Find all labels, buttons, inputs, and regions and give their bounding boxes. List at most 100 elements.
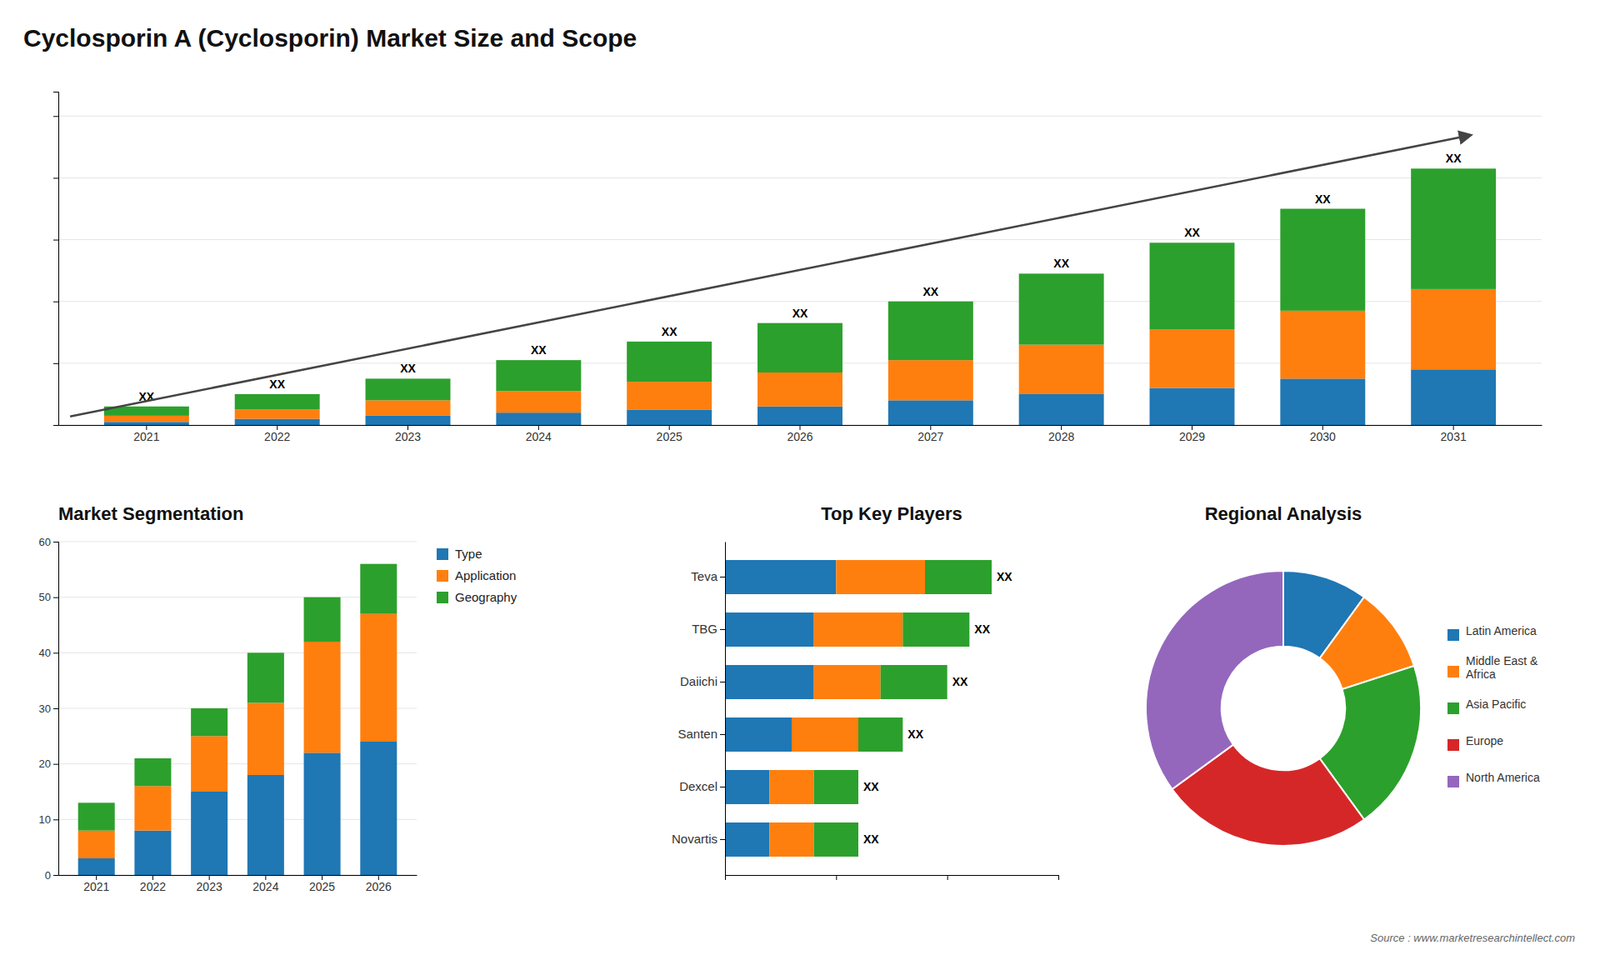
bar <box>134 758 171 786</box>
bar <box>791 717 859 752</box>
tick <box>53 177 59 179</box>
tick: Teva <box>690 569 725 584</box>
bar <box>888 400 974 425</box>
bar <box>757 323 843 373</box>
bar <box>1019 345 1105 395</box>
grid-line <box>58 177 1542 179</box>
tick: 2022 <box>264 425 290 444</box>
bar <box>888 360 974 400</box>
tick-label: 2023 <box>395 430 421 444</box>
bar <box>757 406 843 425</box>
tick-label: 2024 <box>525 430 552 444</box>
tick-mark <box>1058 875 1060 880</box>
x-axis: 202120222023202420252026 <box>59 875 418 894</box>
bars <box>104 168 1496 425</box>
chart-title: Top Key Players <box>820 503 963 525</box>
tick: Novartis <box>671 831 725 846</box>
tick-label: Dexcel <box>679 779 718 794</box>
tick <box>835 875 837 880</box>
legend-label: Application <box>455 568 516 583</box>
tick: Dexcel <box>679 779 725 794</box>
legend-entry: Application <box>436 568 516 583</box>
value-labels: XXXXXXXXXXXXXXXXXXXXXX <box>139 151 1463 403</box>
tick-label: 60 <box>39 535 51 549</box>
bar <box>190 791 228 875</box>
tick: 2021 <box>133 425 160 444</box>
bar <box>858 717 903 752</box>
bar <box>1410 289 1496 370</box>
data-label: XX <box>996 570 1013 584</box>
legend-label: North America <box>1465 770 1540 785</box>
trend-arrow <box>70 135 1470 416</box>
tick-label: 2021 <box>133 430 160 444</box>
legend-swatch <box>436 570 449 582</box>
bar <box>725 717 792 752</box>
tick <box>53 115 59 117</box>
tick-label: 20 <box>39 757 51 770</box>
legend: Latin AmericaMiddle East &AfricaAsia Pac… <box>1447 624 1540 788</box>
tick-mark <box>720 629 725 630</box>
tick <box>725 875 726 880</box>
bar <box>814 822 859 857</box>
axis-line <box>53 92 60 426</box>
legend-label: Type <box>455 546 483 561</box>
legend-swatch <box>1447 775 1460 788</box>
tick <box>1058 875 1060 880</box>
bar <box>247 775 285 875</box>
bar <box>304 641 341 753</box>
tick-label: 40 <box>39 646 51 660</box>
data-label: XX <box>863 832 880 846</box>
legend-swatch <box>436 591 449 604</box>
tick: 60 <box>39 535 59 549</box>
data-label: XX <box>974 622 990 636</box>
chart-title: Market Segmentation <box>58 503 245 525</box>
tick: 2021 <box>83 875 110 894</box>
bar <box>1150 329 1235 388</box>
data-label: XX <box>863 780 880 794</box>
tick: 10 <box>39 813 59 826</box>
bar <box>902 612 970 647</box>
grid <box>58 541 417 875</box>
tick-label: 2024 <box>252 880 279 894</box>
tick: 2029 <box>1179 425 1205 444</box>
tick: 2025 <box>656 425 683 444</box>
bar <box>247 652 285 703</box>
bar <box>1410 168 1496 290</box>
tick-mark <box>720 734 725 735</box>
bar <box>725 822 770 857</box>
grid-line <box>58 115 1542 117</box>
bar <box>725 665 815 700</box>
bar <box>235 409 320 419</box>
x-axis <box>725 875 1060 880</box>
tick: 0 <box>45 869 59 882</box>
y-axis: 0102030405060 <box>39 535 60 882</box>
bar <box>365 415 451 425</box>
bar <box>134 830 171 875</box>
tick-mark <box>53 764 59 765</box>
bar <box>360 741 397 875</box>
tick <box>53 301 59 303</box>
tick: 2026 <box>786 425 813 444</box>
data-label: XX <box>661 325 678 339</box>
bar <box>190 735 228 792</box>
grid <box>58 115 1542 425</box>
tick: 2023 <box>395 425 421 444</box>
bar <box>247 702 285 775</box>
tick-label: 30 <box>39 702 51 715</box>
bar <box>104 421 190 425</box>
legend-swatch <box>1447 665 1460 678</box>
plot <box>1145 570 1421 846</box>
tick: 30 <box>39 702 59 715</box>
tick-mark <box>720 576 725 578</box>
tick-label: 10 <box>39 813 51 826</box>
legend-label: Europe <box>1465 734 1504 748</box>
bar <box>814 612 904 647</box>
annotation: Source : www.marketresearchintellect.com <box>1370 931 1575 945</box>
bar <box>78 858 115 875</box>
data-label: XX <box>1315 192 1331 206</box>
bar <box>725 612 815 647</box>
tick-mark <box>53 425 59 426</box>
tick-mark <box>53 240 59 241</box>
tick-label: 2030 <box>1310 430 1336 444</box>
tick-mark <box>53 363 59 365</box>
